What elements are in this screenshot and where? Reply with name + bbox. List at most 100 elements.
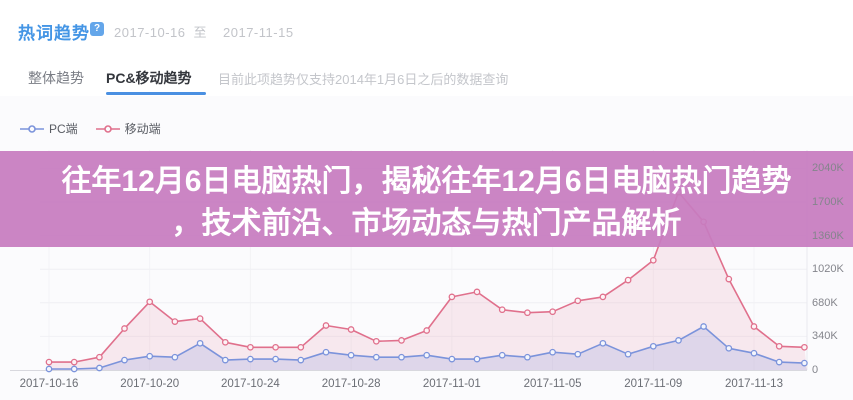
- data-point-marker: [146, 352, 154, 360]
- data-point-marker: [45, 365, 53, 373]
- data-point-marker: [322, 348, 330, 356]
- tab-bar: 整体趋势 PC&移动趋势 目前此项趋势仅支持2014年1月6日之后的数据查询: [0, 55, 853, 97]
- data-point-marker: [272, 355, 279, 363]
- data-point-marker: [45, 358, 53, 366]
- x-tick-label: 2017-11-05: [524, 378, 582, 390]
- header: 热词趋势 ? 2017-10-16 至 2017-11-15: [0, 0, 853, 55]
- tab-support-note: 目前此项趋势仅支持2014年1月6日之后的数据查询: [218, 72, 509, 87]
- active-tab-underline: [106, 92, 206, 95]
- data-point-marker: [524, 353, 531, 361]
- overlay-title-line1: 往年12月6日电脑热门，揭秘往年12月6日电脑热门趋势: [61, 165, 792, 198]
- help-icon[interactable]: ?: [90, 22, 104, 36]
- data-point-marker: [196, 339, 204, 347]
- data-point-marker: [675, 337, 682, 344]
- x-tick-label: 2017-11-01: [423, 378, 481, 390]
- data-point-marker: [624, 276, 632, 284]
- data-point-marker: [498, 351, 506, 359]
- data-point-marker: [574, 297, 582, 305]
- data-point-marker: [498, 306, 506, 314]
- data-point-marker: [347, 351, 355, 359]
- chart-legend: PC端 移动端: [20, 120, 161, 137]
- data-point-marker: [599, 293, 607, 301]
- data-point-marker: [725, 344, 733, 352]
- overlay-title-banner: 往年12月6日电脑热门，揭秘往年12月6日电脑热门趋势 ，技术前沿、市场动态与热…: [0, 151, 853, 247]
- x-tick-label: 2017-10-16: [20, 378, 79, 390]
- data-point-marker: [448, 293, 456, 301]
- y-tick-label: 340K: [812, 330, 838, 343]
- data-point-marker: [801, 343, 808, 351]
- legend-item-mobile[interactable]: 移动端: [95, 120, 161, 137]
- data-point-marker: [272, 343, 279, 351]
- data-point-marker: [801, 359, 808, 367]
- data-point-marker: [171, 353, 179, 361]
- data-point-marker: [372, 353, 380, 361]
- y-tick-label: 0: [812, 364, 819, 376]
- x-axis-labels: 2017-10-16 2017-10-20 2017-10-24 2017-10-28…: [20, 378, 783, 390]
- y-tick-label: 1360K: [812, 229, 844, 242]
- data-point-marker: [247, 343, 254, 351]
- x-tick-label: 2017-10-28: [322, 378, 381, 390]
- data-point-marker: [549, 308, 556, 316]
- data-point-marker: [649, 342, 657, 350]
- data-point-marker: [775, 358, 783, 366]
- data-point-marker: [423, 351, 431, 359]
- x-tick-label: 2017-10-24: [221, 378, 280, 390]
- data-point-marker: [423, 327, 431, 334]
- data-point-marker: [649, 256, 657, 264]
- x-tick-label: 2017-11-13: [725, 378, 783, 390]
- data-point-marker: [549, 348, 556, 356]
- data-point-marker: [70, 358, 78, 366]
- data-point-marker: [725, 275, 733, 283]
- data-point-marker: [775, 342, 783, 350]
- date-range[interactable]: 2017-10-16 至 2017-11-15: [114, 22, 302, 41]
- data-point-marker: [372, 337, 380, 345]
- date-separator: 至: [193, 25, 208, 40]
- data-point-marker: [398, 353, 405, 361]
- data-point-marker: [574, 350, 582, 358]
- data-point-marker: [297, 343, 305, 351]
- legend-item-pc[interactable]: PC端: [20, 120, 78, 137]
- data-point-marker: [146, 298, 154, 306]
- data-point-marker: [96, 364, 103, 372]
- date-end[interactable]: 2017-11-15: [223, 25, 294, 40]
- data-point-marker: [448, 355, 456, 363]
- data-point-marker: [624, 350, 632, 358]
- data-point-marker: [121, 356, 128, 364]
- data-point-marker: [398, 337, 405, 344]
- page-title: 热词趋势: [18, 24, 90, 43]
- legend-label-mobile: 移动端: [124, 122, 161, 136]
- date-start[interactable]: 2017-10-16: [114, 25, 186, 40]
- tab-pc-mobile-trend[interactable]: PC&移动趋势: [106, 70, 192, 86]
- overlay-title-line2: ，技术前沿、市场动态与热门产品解析: [171, 207, 682, 240]
- data-point-marker: [599, 339, 607, 347]
- data-point-marker: [473, 288, 481, 296]
- legend-label-pc: PC端: [49, 122, 78, 136]
- y-tick-label: 680K: [812, 296, 838, 309]
- mobile-legend-marker-icon: [95, 124, 120, 133]
- y-tick-label: 1700K: [812, 196, 844, 208]
- x-tick-label: 2017-10-20: [120, 378, 179, 390]
- data-point-marker: [70, 365, 78, 373]
- data-point-marker: [221, 338, 229, 346]
- x-tick-label: 2017-11-09: [624, 378, 682, 390]
- data-point-marker: [524, 309, 531, 317]
- data-point-marker: [473, 355, 481, 363]
- data-point-marker: [171, 318, 179, 325]
- data-point-marker: [96, 353, 103, 361]
- y-tick-label: 2040K: [812, 162, 844, 175]
- data-point-marker: [221, 356, 229, 364]
- chart-panel: [0, 96, 853, 400]
- data-point-marker: [750, 349, 758, 357]
- data-point-marker: [121, 325, 128, 332]
- pc-legend-marker-icon: [20, 124, 44, 133]
- y-tick-label: 1020K: [812, 263, 844, 276]
- data-point-marker: [196, 315, 204, 322]
- data-point-marker: [750, 323, 758, 330]
- data-point-marker: [297, 356, 305, 364]
- data-point-marker: [700, 323, 707, 330]
- data-point-marker: [347, 326, 355, 333]
- data-point-marker: [322, 322, 330, 329]
- tab-overall-trend[interactable]: 整体趋势: [28, 70, 84, 86]
- data-point-marker: [247, 355, 254, 363]
